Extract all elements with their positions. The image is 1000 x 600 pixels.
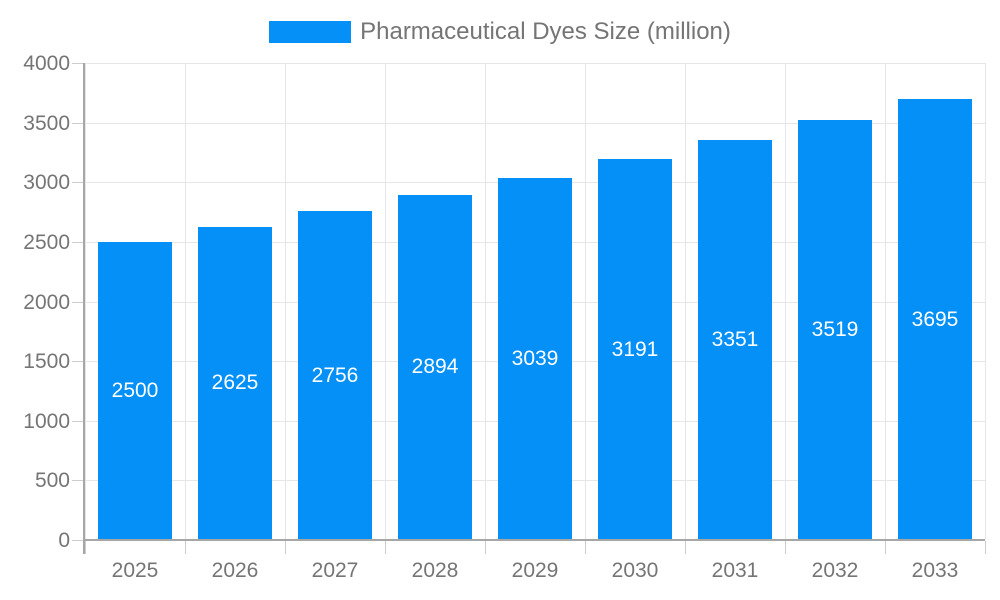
bar-value-label: 3351 [711, 328, 759, 352]
x-tick [585, 541, 586, 554]
x-tick [885, 541, 886, 554]
y-tick [72, 361, 85, 363]
y-tick [72, 122, 85, 124]
v-gridline [985, 63, 986, 540]
bar-value-label: 2625 [211, 371, 259, 395]
legend: Pharmaceutical Dyes Size (million) [0, 18, 1000, 46]
bar [398, 194, 472, 539]
bar [198, 226, 272, 539]
bar [298, 211, 372, 539]
y-axis-tick-label: 4000 [23, 52, 70, 75]
bar [698, 140, 772, 539]
x-tick [985, 541, 986, 554]
y-axis-tick-label: 0 [58, 529, 70, 552]
y-axis-line [83, 63, 85, 554]
bar-value-label: 3191 [611, 337, 659, 361]
x-axis-tick-label: 2029 [511, 559, 559, 582]
y-axis-tick-label: 500 [34, 469, 70, 493]
x-tick [785, 541, 786, 554]
x-tick [185, 541, 186, 554]
bar-value-label: 2500 [111, 378, 159, 402]
x-tick [685, 541, 686, 554]
legend-swatch [269, 21, 352, 43]
y-tick [72, 480, 85, 482]
x-tick [285, 541, 286, 554]
x-tick [485, 541, 486, 554]
y-axis-tick-label: 2000 [23, 290, 70, 314]
h-gridline [85, 122, 985, 124]
x-axis-tick-label: 2032 [811, 559, 859, 582]
bar-value-label: 3039 [511, 346, 559, 370]
bar [498, 177, 572, 539]
x-axis-tick-label: 2030 [611, 559, 659, 582]
x-tick [85, 541, 86, 554]
x-axis-tick-label: 2027 [311, 559, 359, 582]
x-axis-tick-label: 2033 [911, 559, 959, 582]
x-tick [385, 541, 386, 554]
bar [598, 159, 672, 539]
bar-value-label: 2894 [411, 355, 459, 379]
bar-value-label: 3695 [911, 307, 959, 331]
y-axis-tick-label: 2500 [23, 230, 70, 254]
y-tick [72, 540, 85, 541]
x-axis-tick-label: 2026 [211, 559, 259, 582]
bar-value-label: 3519 [811, 318, 859, 342]
bar [798, 120, 872, 539]
x-axis-tick-label: 2028 [411, 559, 459, 582]
x-axis-tick-label: 2025 [111, 559, 159, 582]
y-tick [72, 420, 85, 422]
bar-value-label: 2756 [311, 363, 359, 387]
y-axis-tick-label: 3500 [23, 111, 70, 135]
y-axis-tick-label: 3000 [23, 171, 70, 195]
y-axis-tick-label: 1000 [23, 409, 70, 433]
y-tick [72, 182, 85, 184]
y-tick [72, 63, 85, 64]
y-tick [72, 241, 85, 243]
h-gridline [85, 63, 985, 64]
bar [98, 241, 172, 539]
legend-label: Pharmaceutical Dyes Size (million) [360, 18, 731, 45]
y-tick [72, 301, 85, 303]
x-axis-line [85, 539, 985, 541]
y-axis-tick-label: 1500 [23, 350, 70, 374]
bar [898, 99, 972, 539]
x-axis-tick-label: 2031 [711, 559, 759, 582]
